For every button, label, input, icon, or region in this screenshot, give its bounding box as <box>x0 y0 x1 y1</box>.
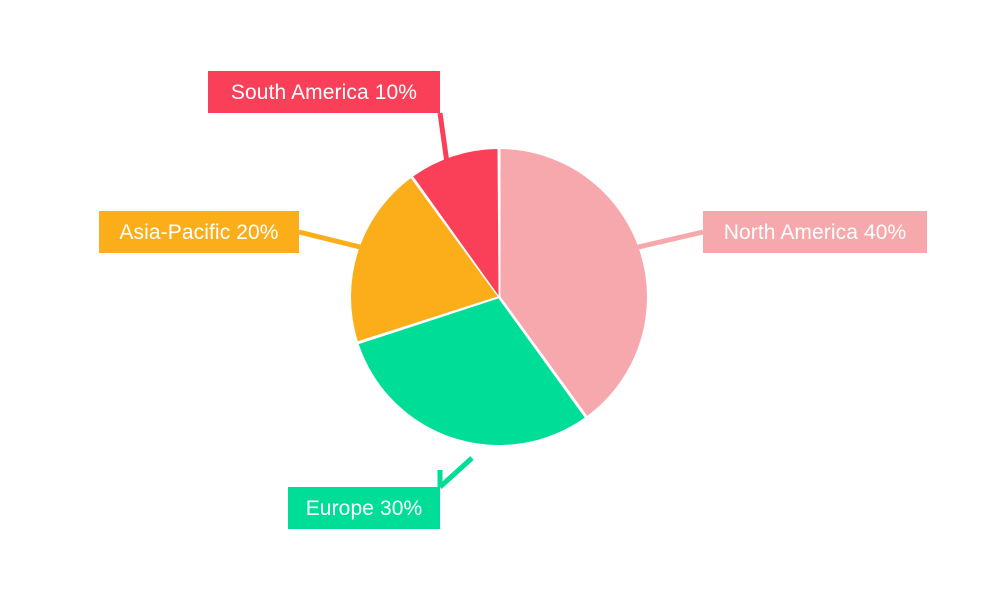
slice-label-europe: Europe 30% <box>288 487 440 529</box>
slice-label-south-america: South America 10% <box>208 71 440 113</box>
leader-line-europe-segment <box>438 456 474 489</box>
slice-label-north-america: North America 40% <box>703 211 927 253</box>
wedge-south-america[interactable] <box>413 149 499 296</box>
slice-label-asia-pacific: Asia-Pacific 20% <box>99 211 299 253</box>
wedge-north-america[interactable] <box>500 149 648 416</box>
wedge-asia-pacific[interactable] <box>351 178 498 342</box>
leader-line-asia-pacific <box>298 229 361 250</box>
leader-line-north-america <box>629 229 704 252</box>
wedge-europe[interactable] <box>358 298 585 446</box>
pie-wedges <box>351 149 648 446</box>
